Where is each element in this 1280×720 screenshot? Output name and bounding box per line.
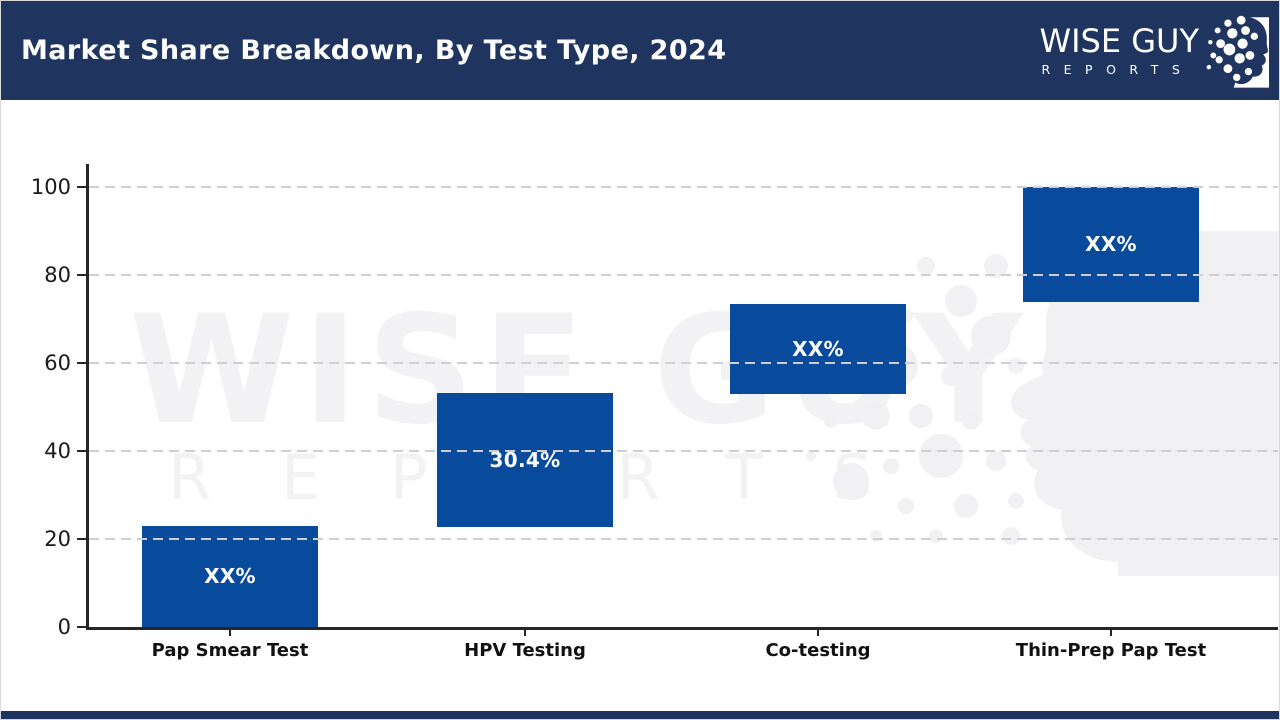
x-axis-line <box>86 627 1278 630</box>
y-axis-tick-label: 40 <box>44 439 71 463</box>
bar: 30.4% <box>437 393 613 528</box>
x-axis-tick <box>229 628 231 636</box>
gridline <box>89 274 1278 276</box>
logo-text: WISE GUY REPORTS <box>1039 25 1199 77</box>
y-axis-tick-label: 60 <box>44 351 71 375</box>
footer-bar <box>1 711 1279 719</box>
chart-title: Market Share Breakdown, By Test Type, 20… <box>21 35 727 66</box>
bar-value-label: XX% <box>1085 232 1137 257</box>
y-axis-tick <box>77 274 86 276</box>
x-axis-category-label: Pap Smear Test <box>151 640 309 661</box>
y-axis-tick <box>77 362 86 364</box>
y-axis-line <box>86 164 89 630</box>
bar: XX% <box>142 525 318 627</box>
gridline <box>89 186 1278 188</box>
x-axis-tick <box>524 628 526 636</box>
y-axis-tick-label: 100 <box>30 175 71 199</box>
header-bar: Market Share Breakdown, By Test Type, 20… <box>1 1 1279 100</box>
x-axis-tick <box>1110 628 1112 636</box>
y-axis-tick <box>77 186 86 188</box>
y-axis-tick-label: 0 <box>57 615 71 639</box>
brand-logo: WISE GUY REPORTS <box>1039 7 1269 95</box>
gridline <box>89 362 1278 364</box>
x-axis-category-label: Co-testing <box>765 640 871 661</box>
y-axis-tick-label: 80 <box>44 263 71 287</box>
logo-sub-text: REPORTS <box>1041 61 1194 77</box>
bar: XX% <box>730 304 906 394</box>
x-axis-category-label: Thin-Prep Pap Test <box>1015 640 1207 661</box>
y-axis-tick-label: 20 <box>44 527 71 551</box>
gridline <box>89 450 1278 452</box>
x-axis-tick <box>817 628 819 636</box>
bar-value-label: XX% <box>792 336 844 361</box>
bar: XX% <box>1023 187 1199 302</box>
logo-head-icon <box>1206 15 1269 88</box>
y-axis-tick <box>77 626 86 628</box>
bar-value-label: 30.4% <box>489 448 561 473</box>
bar-value-label: XX% <box>204 564 256 589</box>
y-axis-tick <box>77 450 86 452</box>
logo-brand-text: WISE GUY <box>1039 22 1199 61</box>
gridline <box>89 538 1278 540</box>
y-axis-tick <box>77 538 86 540</box>
x-axis-category-label: HPV Testing <box>464 640 586 661</box>
